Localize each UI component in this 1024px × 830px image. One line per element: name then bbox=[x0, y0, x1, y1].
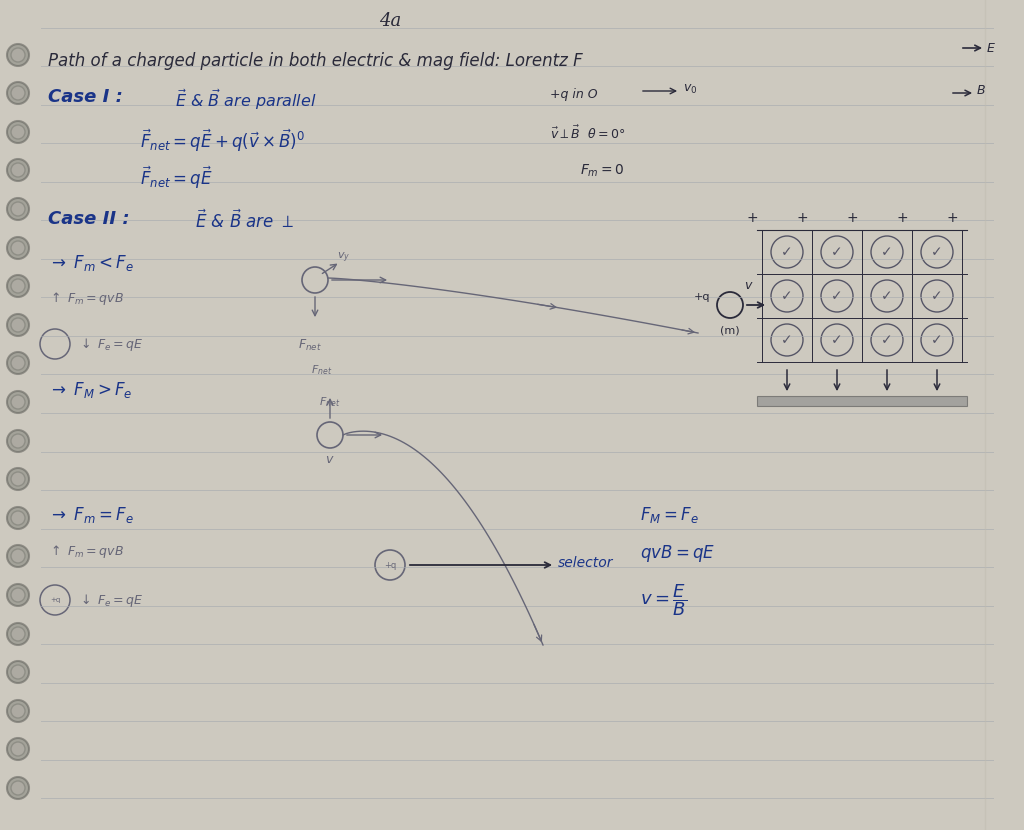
Text: $\vec{E}$ & $\vec{B}$ are parallel: $\vec{E}$ & $\vec{B}$ are parallel bbox=[175, 88, 316, 112]
Circle shape bbox=[11, 202, 25, 216]
Text: +q in O: +q in O bbox=[550, 88, 598, 101]
Text: (m): (m) bbox=[720, 325, 739, 335]
Circle shape bbox=[7, 44, 29, 66]
Circle shape bbox=[11, 395, 25, 409]
Circle shape bbox=[11, 511, 25, 525]
Text: Path of a charged particle in both electric & mag field: Lorentz F: Path of a charged particle in both elect… bbox=[48, 52, 583, 70]
Circle shape bbox=[7, 584, 29, 606]
Text: ✓: ✓ bbox=[882, 333, 893, 347]
Circle shape bbox=[11, 472, 25, 486]
Circle shape bbox=[7, 237, 29, 259]
Circle shape bbox=[11, 434, 25, 448]
Text: $\rightarrow$ $F_M > F_e$: $\rightarrow$ $F_M > F_e$ bbox=[48, 380, 132, 400]
Circle shape bbox=[11, 665, 25, 679]
Text: $qvB = qE$: $qvB = qE$ bbox=[640, 543, 715, 564]
Text: selector: selector bbox=[558, 556, 613, 570]
Text: $\downarrow$ $F_e = qE$: $\downarrow$ $F_e = qE$ bbox=[78, 335, 143, 353]
Text: ✓: ✓ bbox=[831, 245, 843, 259]
Text: +: + bbox=[746, 211, 758, 225]
Text: E: E bbox=[987, 42, 995, 55]
Text: ✓: ✓ bbox=[931, 333, 943, 347]
Circle shape bbox=[11, 86, 25, 100]
Circle shape bbox=[7, 738, 29, 760]
Circle shape bbox=[7, 661, 29, 683]
Circle shape bbox=[7, 391, 29, 413]
Circle shape bbox=[7, 700, 29, 722]
Text: $v$: $v$ bbox=[326, 453, 335, 466]
Text: $v = \dfrac{E}{B}$: $v = \dfrac{E}{B}$ bbox=[640, 582, 687, 618]
Text: ✓: ✓ bbox=[882, 289, 893, 303]
Text: $F_{net}$: $F_{net}$ bbox=[319, 395, 341, 409]
Circle shape bbox=[11, 588, 25, 602]
Text: $\uparrow$ $F_m = qvB$: $\uparrow$ $F_m = qvB$ bbox=[48, 290, 124, 307]
Text: B: B bbox=[977, 85, 986, 97]
Circle shape bbox=[7, 121, 29, 143]
Circle shape bbox=[7, 352, 29, 374]
Circle shape bbox=[11, 627, 25, 641]
Text: $\vec{E}$ & $\vec{B}$ are $\perp$: $\vec{E}$ & $\vec{B}$ are $\perp$ bbox=[195, 210, 294, 232]
Circle shape bbox=[7, 430, 29, 452]
Circle shape bbox=[7, 159, 29, 181]
Text: +: + bbox=[846, 211, 858, 225]
Text: $\rightarrow$ $F_m < F_e$: $\rightarrow$ $F_m < F_e$ bbox=[48, 253, 134, 273]
Text: ✓: ✓ bbox=[781, 289, 793, 303]
Circle shape bbox=[7, 468, 29, 490]
Text: $F_{net}$: $F_{net}$ bbox=[311, 364, 333, 377]
Circle shape bbox=[11, 279, 25, 293]
Circle shape bbox=[11, 704, 25, 718]
Text: $\vec{F}_{net} = q\vec{E} + q(\vec{v}\times\vec{B})^0$: $\vec{F}_{net} = q\vec{E} + q(\vec{v}\ti… bbox=[140, 128, 305, 154]
Text: $\vec{F}_{net} = q\vec{E}$: $\vec{F}_{net} = q\vec{E}$ bbox=[140, 165, 213, 192]
Text: +: + bbox=[946, 211, 957, 225]
Text: $F_M = F_e$: $F_M = F_e$ bbox=[640, 505, 698, 525]
Circle shape bbox=[11, 163, 25, 177]
Text: ✓: ✓ bbox=[831, 333, 843, 347]
Text: $\downarrow$ $F_e = qE$: $\downarrow$ $F_e = qE$ bbox=[78, 592, 143, 608]
Circle shape bbox=[11, 125, 25, 139]
Text: ✓: ✓ bbox=[781, 333, 793, 347]
Text: 4a: 4a bbox=[379, 12, 401, 30]
Text: ✓: ✓ bbox=[781, 245, 793, 259]
Circle shape bbox=[11, 781, 25, 795]
Bar bbox=[757, 396, 967, 406]
Text: $\uparrow$ $F_m = qvB$: $\uparrow$ $F_m = qvB$ bbox=[48, 543, 124, 560]
Text: $\vec{v} \perp \vec{B}$  $\theta = 0°$: $\vec{v} \perp \vec{B}$ $\theta = 0°$ bbox=[550, 125, 626, 142]
Circle shape bbox=[11, 48, 25, 62]
Text: ✓: ✓ bbox=[931, 245, 943, 259]
Text: ✓: ✓ bbox=[882, 245, 893, 259]
Text: +: + bbox=[797, 211, 808, 225]
Circle shape bbox=[7, 507, 29, 529]
Text: Case II :: Case II : bbox=[48, 210, 130, 228]
Circle shape bbox=[11, 318, 25, 332]
Text: Case I :: Case I : bbox=[48, 88, 123, 106]
Circle shape bbox=[7, 623, 29, 645]
Circle shape bbox=[7, 198, 29, 220]
Circle shape bbox=[11, 241, 25, 255]
Circle shape bbox=[7, 545, 29, 567]
Circle shape bbox=[7, 777, 29, 799]
Circle shape bbox=[11, 356, 25, 370]
Circle shape bbox=[11, 549, 25, 563]
Text: +q: +q bbox=[50, 597, 60, 603]
Text: $v_y$: $v_y$ bbox=[337, 251, 350, 266]
Text: ✓: ✓ bbox=[931, 289, 943, 303]
Circle shape bbox=[7, 82, 29, 104]
Text: $F_m = 0$: $F_m = 0$ bbox=[580, 163, 625, 179]
Text: v: v bbox=[744, 279, 752, 292]
Text: $\rightarrow$ $F_m = F_e$: $\rightarrow$ $F_m = F_e$ bbox=[48, 505, 134, 525]
Circle shape bbox=[7, 314, 29, 336]
Circle shape bbox=[7, 275, 29, 297]
Text: +q: +q bbox=[693, 292, 711, 302]
Text: ✓: ✓ bbox=[831, 289, 843, 303]
Circle shape bbox=[11, 742, 25, 756]
Text: +q: +q bbox=[384, 560, 396, 569]
Text: $v_0$: $v_0$ bbox=[683, 82, 697, 95]
Text: $F_{net}$: $F_{net}$ bbox=[298, 338, 322, 353]
Text: +: + bbox=[896, 211, 908, 225]
